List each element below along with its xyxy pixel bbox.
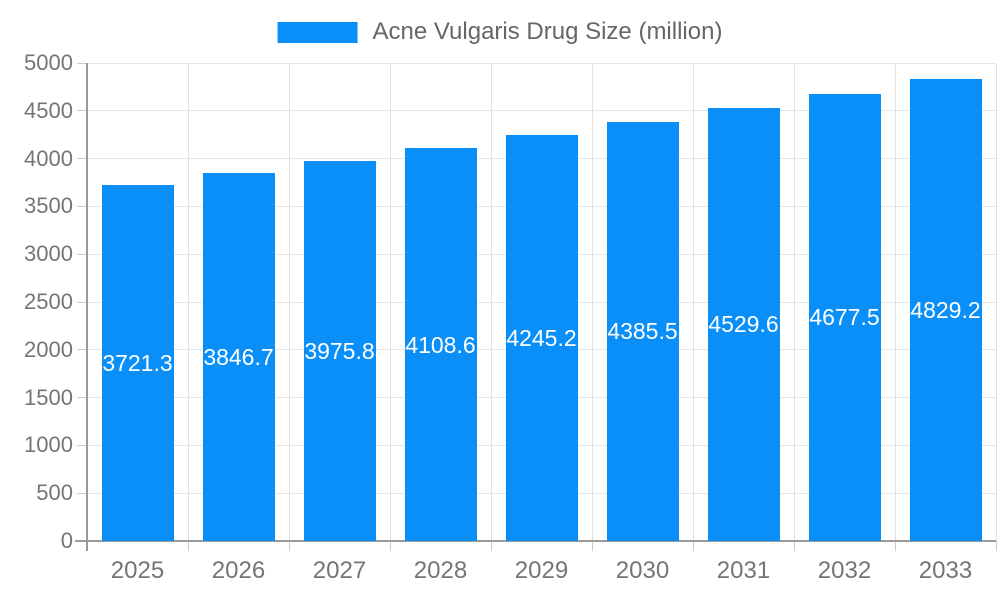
y-axis-label: 500	[36, 480, 73, 506]
x-axis-tick	[793, 541, 795, 551]
x-axis-label: 2031	[716, 557, 771, 584]
y-axis-tick	[77, 397, 87, 399]
gridline-vertical	[591, 63, 593, 541]
x-axis-line	[75, 540, 996, 542]
x-axis-tick	[389, 541, 391, 551]
y-axis-label: 5000	[24, 50, 73, 75]
y-axis-label: 4000	[24, 145, 73, 171]
x-axis-label: 2028	[413, 557, 468, 584]
x-axis-tick	[490, 541, 492, 551]
y-axis-tick	[77, 205, 87, 207]
x-axis-tick	[692, 541, 694, 551]
y-axis-tick	[77, 158, 87, 160]
x-axis-label: 2025	[110, 557, 165, 584]
gridline-vertical	[793, 63, 795, 541]
x-axis-label: 2032	[817, 557, 872, 584]
bar[interactable]	[101, 185, 174, 541]
gridline-vertical	[995, 63, 997, 541]
x-axis-tick	[995, 541, 997, 551]
gridline-vertical	[389, 63, 391, 541]
y-axis-tick	[77, 444, 87, 446]
bar[interactable]	[808, 93, 881, 541]
y-axis-label: 2000	[24, 336, 73, 362]
y-axis-label: 2500	[24, 289, 73, 314]
bar[interactable]	[909, 79, 982, 541]
y-axis-tick	[77, 301, 87, 303]
bar[interactable]	[404, 148, 477, 541]
x-axis-tick	[187, 541, 189, 551]
x-axis-label: 2026	[211, 557, 266, 584]
legend-label: Acne Vulgaris Drug Size (million)	[372, 18, 723, 45]
y-axis-tick	[77, 492, 87, 494]
x-axis-tick	[288, 541, 290, 551]
y-axis-label: 4500	[24, 97, 73, 123]
gridline-vertical	[692, 63, 694, 541]
bar[interactable]	[202, 173, 275, 541]
y-axis-tick	[77, 110, 87, 112]
y-axis-tick	[77, 349, 87, 351]
y-axis-label: 0	[60, 528, 73, 553]
x-axis-tick	[894, 541, 896, 551]
x-axis-label: 2029	[514, 557, 569, 584]
bar[interactable]	[505, 135, 578, 541]
x-axis-tick	[591, 541, 593, 551]
y-axis-label: 3000	[24, 241, 73, 267]
bar[interactable]	[606, 121, 679, 541]
legend-item[interactable]: Acne Vulgaris Drug Size (million)	[277, 18, 723, 46]
gridline-horizontal	[87, 62, 996, 64]
x-axis-label: 2033	[918, 557, 973, 584]
bar[interactable]	[303, 160, 376, 541]
bar[interactable]	[707, 107, 780, 541]
y-axis-label: 3500	[24, 193, 73, 219]
gridline-vertical	[288, 63, 290, 541]
legend-swatch	[277, 21, 358, 43]
y-axis-line	[86, 63, 88, 551]
y-axis-tick	[77, 62, 87, 64]
gridline-vertical	[490, 63, 492, 541]
x-axis-label: 2027	[312, 557, 367, 584]
gridline-vertical	[894, 63, 896, 541]
y-axis-tick	[77, 253, 87, 255]
y-axis-label: 1500	[24, 384, 73, 410]
gridline-horizontal	[87, 110, 996, 112]
y-axis-label: 1000	[24, 432, 73, 458]
x-axis-label: 2030	[615, 557, 670, 584]
gridline-vertical	[187, 63, 189, 541]
